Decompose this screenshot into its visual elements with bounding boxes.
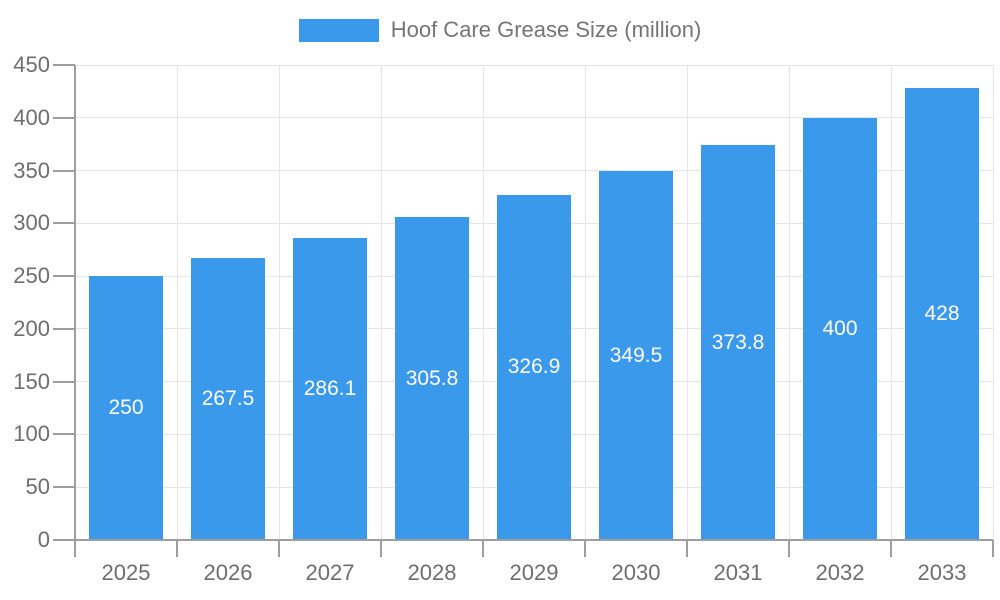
v-gridline	[890, 65, 892, 540]
x-tick	[176, 540, 178, 557]
legend-label: Hoof Care Grease Size (million)	[390, 17, 702, 42]
y-axis-label: 250	[13, 263, 50, 289]
x-axis-label: 2027	[305, 560, 355, 585]
x-axis-label: 2029	[509, 560, 559, 585]
x-axis-label: 2026	[203, 560, 253, 585]
y-axis-label: 200	[13, 315, 50, 341]
bar[interactable]	[191, 257, 265, 540]
x-tick	[278, 540, 280, 557]
y-tick	[53, 222, 75, 225]
x-axis-label: 2030	[611, 560, 661, 585]
legend-swatch-icon	[298, 18, 379, 42]
y-axis-label: 300	[13, 210, 50, 236]
h-gridline	[75, 117, 993, 119]
bar-value-label: 267.5	[201, 386, 255, 410]
bar-value-label: 286.1	[303, 377, 357, 400]
bar-value-label: 400	[822, 316, 858, 340]
bar-value-label: 349.5	[609, 343, 663, 367]
legend-item[interactable]: Hoof Care Grease Size (million)	[298, 17, 702, 43]
y-tick	[53, 169, 75, 172]
x-axis-label: 2028	[407, 560, 457, 585]
v-gridline	[380, 65, 382, 540]
x-tick	[890, 540, 892, 557]
v-gridline	[992, 65, 994, 540]
v-gridline	[788, 65, 790, 540]
bar[interactable]	[701, 145, 775, 540]
bar[interactable]	[395, 217, 469, 540]
y-axis-line	[74, 65, 76, 557]
x-axis-label: 2025	[101, 560, 151, 585]
v-gridline	[482, 65, 484, 540]
bar[interactable]	[89, 276, 163, 540]
y-axis-label: 50	[25, 474, 50, 500]
bar-value-label: 373.8	[711, 330, 765, 354]
v-gridline	[584, 65, 586, 540]
y-axis-label: 400	[13, 104, 50, 130]
y-axis-label: 0	[37, 527, 50, 552]
bar[interactable]	[599, 171, 673, 540]
legend: Hoof Care Grease Size (million)	[0, 17, 1000, 43]
y-axis-label: 450	[13, 52, 50, 77]
h-gridline	[75, 64, 993, 66]
h-gridline	[75, 170, 993, 172]
y-tick	[53, 433, 75, 436]
y-tick	[53, 380, 75, 383]
y-axis-label: 100	[13, 421, 50, 447]
x-axis-label: 2033	[917, 560, 967, 585]
x-axis-label: 2031	[713, 560, 763, 585]
v-gridline	[278, 65, 280, 540]
y-tick	[53, 275, 75, 278]
x-tick	[788, 540, 790, 557]
v-gridline	[686, 65, 688, 540]
bar[interactable]	[293, 238, 367, 540]
x-axis-label: 2032	[815, 560, 865, 585]
y-tick	[53, 64, 75, 66]
bar-value-label: 428	[924, 302, 960, 326]
bar[interactable]	[803, 117, 877, 540]
y-tick	[53, 486, 75, 489]
bar-value-label: 326.9	[507, 355, 561, 379]
bar-value-label: 305.8	[405, 366, 459, 390]
v-gridline	[176, 65, 178, 540]
x-tick	[74, 540, 76, 557]
bar[interactable]	[905, 88, 979, 540]
y-tick	[53, 116, 75, 119]
x-tick	[686, 540, 688, 557]
x-tick	[584, 540, 586, 557]
x-tick	[380, 540, 382, 557]
x-axis-line	[75, 539, 993, 541]
bar[interactable]	[497, 194, 571, 540]
y-axis-label: 350	[13, 157, 50, 183]
bar-value-label: 250	[108, 396, 144, 420]
y-tick	[53, 539, 75, 541]
x-tick	[482, 540, 484, 557]
x-tick	[992, 540, 994, 557]
y-tick	[53, 327, 75, 330]
y-axis-label: 150	[13, 368, 50, 394]
